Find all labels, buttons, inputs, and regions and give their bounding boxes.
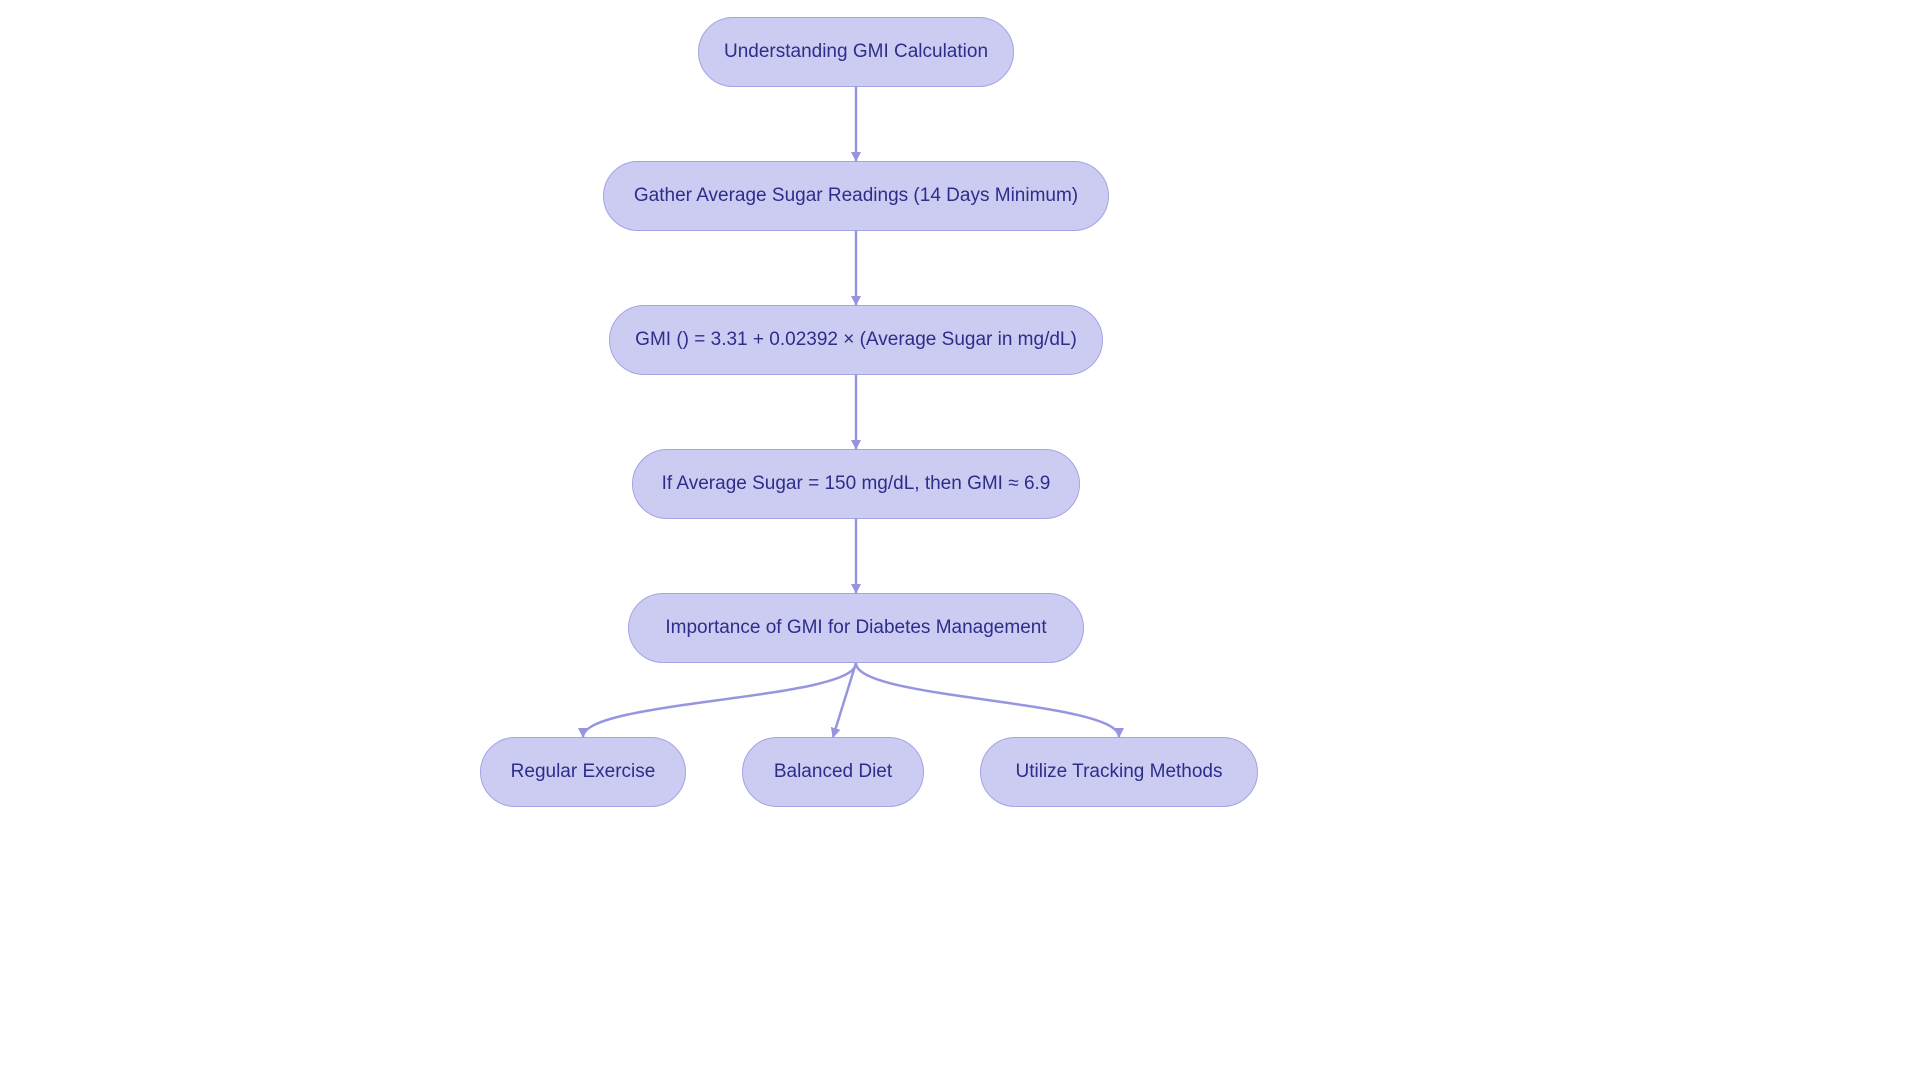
flowchart-node: GMI () = 3.31 + 0.02392 × (Average Sugar… xyxy=(609,305,1103,375)
flowchart-node: Importance of GMI for Diabetes Managemen… xyxy=(628,593,1084,663)
flowchart-node: If Average Sugar = 150 mg/dL, then GMI ≈… xyxy=(632,449,1080,519)
flowchart-edge xyxy=(856,663,1119,737)
flowchart-edge xyxy=(583,663,856,737)
flowchart-node: Gather Average Sugar Readings (14 Days M… xyxy=(603,161,1109,231)
flowchart-node: Balanced Diet xyxy=(742,737,924,807)
flowchart-node: Understanding GMI Calculation xyxy=(698,17,1014,87)
flowchart-node: Regular Exercise xyxy=(480,737,686,807)
flowchart-node: Utilize Tracking Methods xyxy=(980,737,1258,807)
flowchart-edge xyxy=(833,663,856,737)
